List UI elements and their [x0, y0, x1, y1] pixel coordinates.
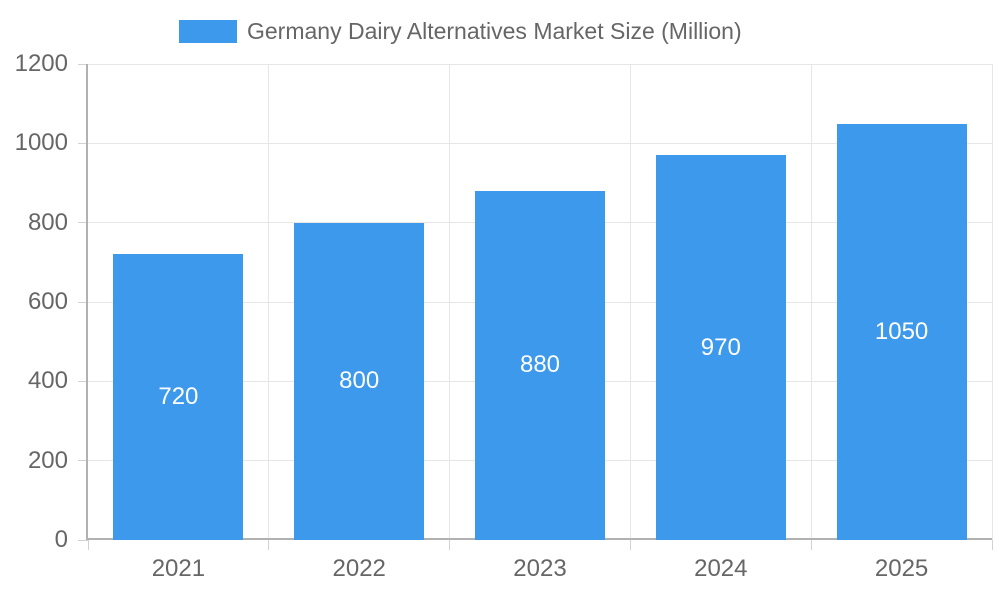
bar[interactable] [113, 254, 244, 540]
bar-value-label: 1050 [874, 317, 929, 345]
chart-legend[interactable]: Germany Dairy Alternatives Market Size (… [179, 20, 742, 43]
y-axis-tick-label: 800 [27, 208, 68, 236]
x-tick-mark [810, 540, 812, 550]
y-tick-mark [78, 460, 88, 462]
legend-label: Germany Dairy Alternatives Market Size (… [247, 18, 742, 44]
x-tick-mark [268, 540, 270, 550]
y-axis-tick-label: 1000 [14, 129, 68, 157]
gridline-vertical [268, 64, 270, 540]
y-tick-mark [78, 380, 88, 382]
y-tick-mark [78, 222, 88, 224]
y-tick-mark [78, 63, 88, 65]
x-axis-tick-label: 2024 [694, 555, 748, 582]
bar-value-label: 880 [519, 351, 561, 379]
x-tick-mark [629, 540, 631, 550]
y-axis-tick-label: 400 [27, 367, 68, 395]
bar-value-label: 800 [339, 367, 380, 395]
bar-value-label: 970 [700, 333, 741, 361]
x-axis-tick-label: 2021 [151, 555, 206, 582]
y-axis-tick-label: 0 [54, 526, 68, 553]
bar-value-label: 720 [158, 383, 199, 411]
x-tick-mark [87, 540, 89, 550]
bar[interactable] [655, 155, 786, 540]
gridline-vertical [449, 64, 451, 540]
y-tick-mark [78, 539, 88, 541]
x-tick-mark [991, 540, 993, 550]
x-tick-mark [449, 540, 451, 550]
y-axis-tick-label: 600 [27, 288, 68, 315]
gridline-vertical [629, 64, 631, 540]
x-axis-tick-label: 2025 [874, 555, 929, 582]
bar[interactable] [836, 123, 967, 540]
bar[interactable] [475, 190, 605, 540]
gridline-horizontal [88, 63, 992, 65]
y-tick-mark [78, 142, 88, 144]
x-axis-tick-label: 2022 [332, 555, 386, 582]
gridline-vertical [991, 64, 993, 540]
bar[interactable] [294, 222, 425, 540]
legend-swatch [179, 20, 237, 43]
y-axis-tick-label: 200 [27, 446, 68, 474]
gridline-vertical [810, 64, 812, 540]
y-axis-line [86, 64, 88, 540]
gridline-horizontal [88, 142, 992, 144]
x-axis-tick-label: 2023 [513, 555, 567, 582]
y-axis-tick-label: 1200 [14, 50, 68, 77]
y-tick-mark [78, 301, 88, 303]
